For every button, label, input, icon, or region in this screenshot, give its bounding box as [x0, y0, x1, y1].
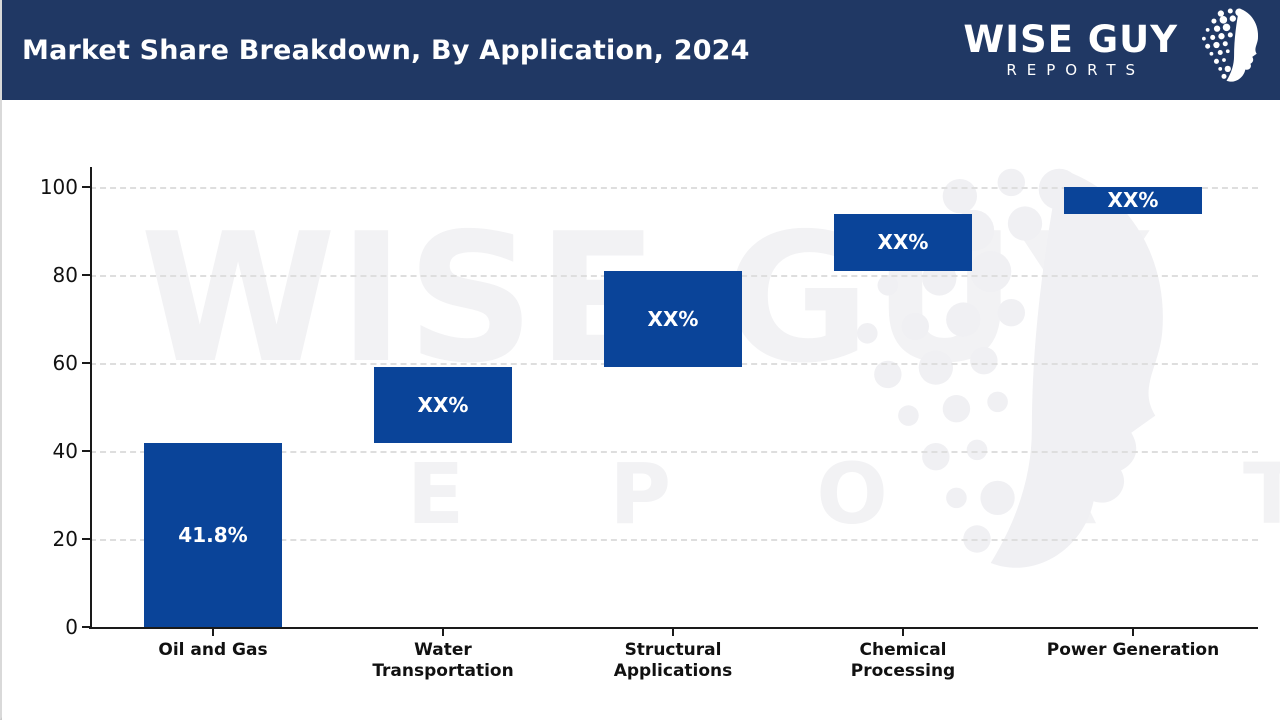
x-tick-2	[672, 627, 674, 636]
gridline-100	[90, 187, 1258, 189]
x-category-label: Power Generation	[1046, 640, 1220, 660]
bar-value-label: XX%	[877, 230, 929, 255]
bar-value-label: 41.8%	[178, 523, 248, 548]
y-tick-label-60: 60	[52, 351, 78, 375]
wiseguy-logo-text: WISE GUY REPORTS	[963, 20, 1178, 80]
bar-value-label: XX%	[417, 393, 469, 417]
bar-chemical-processing: XX%	[834, 213, 972, 272]
header-bar: Market Share Breakdown, By Application, …	[2, 0, 1280, 100]
y-tick-20	[82, 538, 90, 540]
x-tick-1	[442, 627, 444, 636]
watermark-face-icon	[742, 155, 1212, 635]
logo-subtitle: REPORTS	[1006, 61, 1146, 79]
y-tick-label-80: 80	[52, 263, 78, 287]
gridline-20	[90, 539, 1258, 541]
chart-area: WISE GUY R E P O R T S 02040608010041.8%…	[2, 100, 1280, 720]
x-category-label: Oil and Gas	[158, 640, 268, 660]
x-tick-3	[902, 627, 904, 636]
bar-value-label: XX%	[647, 306, 699, 331]
y-tick-0	[82, 626, 90, 628]
x-axis-line	[89, 627, 1258, 629]
y-tick-label-100: 100	[39, 175, 78, 199]
x-tick-0	[212, 627, 214, 636]
y-tick-label-0: 0	[65, 615, 78, 639]
x-category-label: Structural Applications	[613, 640, 733, 681]
wiseguy-logo: WISE GUY REPORTS	[963, 6, 1268, 94]
y-tick-60	[82, 362, 90, 364]
gridline-40	[90, 451, 1258, 453]
bar-water-transportation: XX%	[374, 366, 512, 444]
x-category-label: Chemical Processing	[850, 640, 956, 681]
x-tick-4	[1132, 627, 1134, 636]
bar-power-generation: XX%	[1064, 187, 1202, 214]
bar-value-label: XX%	[1107, 188, 1159, 213]
page-title: Market Share Breakdown, By Application, …	[22, 34, 750, 66]
bar-oil-and-gas: 41.8%	[144, 443, 282, 627]
logo-wordmark: WISE GUY	[963, 18, 1178, 61]
y-tick-80	[82, 274, 90, 276]
y-tick-100	[82, 186, 90, 188]
bar-structural-applications: XX%	[604, 271, 742, 367]
y-tick-40	[82, 450, 90, 452]
y-tick-label-40: 40	[52, 439, 78, 463]
y-tick-label-20: 20	[52, 527, 78, 551]
wiseguy-face-icon	[1180, 6, 1268, 94]
y-axis-line	[90, 167, 92, 629]
x-category-label: Water Transportation	[372, 640, 514, 681]
